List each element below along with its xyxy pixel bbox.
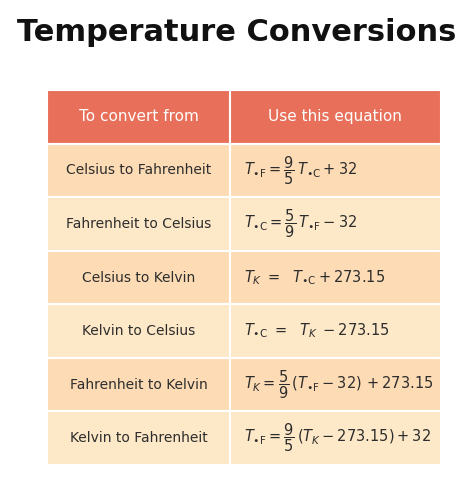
Text: Use this equation: Use this equation [268, 110, 402, 124]
Text: Kelvin to Fahrenheit: Kelvin to Fahrenheit [70, 431, 208, 445]
FancyBboxPatch shape [47, 412, 441, 465]
Text: $T_{\mathsf{\bullet F}} = \dfrac{9}{5}\,T_{\mathsf{\bullet C}} + 32$: $T_{\mathsf{\bullet F}} = \dfrac{9}{5}\,… [244, 154, 357, 186]
FancyBboxPatch shape [47, 197, 441, 250]
Text: Temperature Conversions: Temperature Conversions [18, 18, 456, 47]
Text: Fahrenheit to Kelvin: Fahrenheit to Kelvin [70, 378, 208, 392]
FancyBboxPatch shape [47, 358, 441, 412]
FancyBboxPatch shape [47, 250, 441, 304]
FancyBboxPatch shape [47, 304, 441, 358]
Text: $T_{\mathsf{\bullet F}} = \dfrac{9}{5}\,(T_{K} - 273.15) + 32$: $T_{\mathsf{\bullet F}} = \dfrac{9}{5}\,… [244, 422, 431, 454]
Text: Celsius to Kelvin: Celsius to Kelvin [82, 270, 195, 284]
Text: $T_{\mathsf{\bullet C}} = \dfrac{5}{9}\,T_{\mathsf{\bullet F}} - 32$: $T_{\mathsf{\bullet C}} = \dfrac{5}{9}\,… [244, 208, 357, 240]
Text: To convert from: To convert from [79, 110, 199, 124]
Text: $T_{K} = \dfrac{5}{9}\,(T_{\mathsf{\bullet F}} - 32)\,+273.15$: $T_{K} = \dfrac{5}{9}\,(T_{\mathsf{\bull… [244, 368, 434, 401]
FancyBboxPatch shape [47, 144, 441, 197]
Text: Fahrenheit to Celsius: Fahrenheit to Celsius [66, 217, 211, 231]
Text: Kelvin to Celsius: Kelvin to Celsius [82, 324, 195, 338]
Text: $T_{K}\ =\ \ T_{\mathsf{\bullet C}} + 273.15$: $T_{K}\ =\ \ T_{\mathsf{\bullet C}} + 27… [244, 268, 385, 287]
FancyBboxPatch shape [47, 90, 441, 144]
Text: $T_{\mathsf{\bullet C}}\ =\ \ T_{K}\ - 273.15$: $T_{\mathsf{\bullet C}}\ =\ \ T_{K}\ - 2… [244, 322, 390, 340]
Text: Celsius to Fahrenheit: Celsius to Fahrenheit [66, 164, 211, 177]
